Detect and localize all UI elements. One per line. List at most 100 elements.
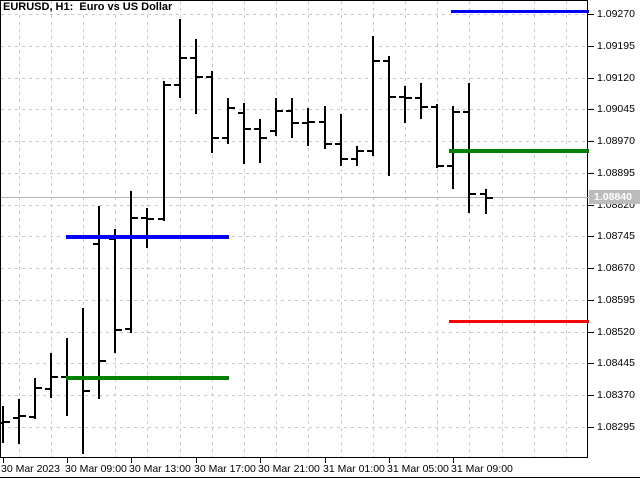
ohlc-bar: [324, 106, 326, 149]
time-label: 31 Mar 05:00: [387, 463, 449, 475]
price-label: 1.08370: [597, 389, 635, 401]
ohlc-bar: [211, 71, 213, 153]
grid-line-v: [405, 1, 406, 457]
ohlc-close-tick: [373, 60, 380, 62]
price-label: 1.09120: [597, 72, 635, 84]
ohlc-close-tick: [292, 122, 299, 124]
price-axis-tick: [588, 300, 594, 301]
time-axis[interactable]: 30 Mar 2023 30 Mar 09:00 30 Mar 13:00 30 Ma…: [0, 458, 640, 478]
hline-blue-solid-left[interactable]: [66, 235, 229, 239]
hline-green-right[interactable]: [449, 149, 589, 153]
ohlc-open-tick: [335, 143, 341, 145]
price-label: 1.08445: [597, 357, 635, 369]
hline-blue-top-right[interactable]: [451, 10, 589, 13]
ohlc-bar: [146, 208, 148, 248]
price-axis-tick: [588, 141, 594, 142]
bid-price-line: [1, 197, 589, 198]
price-axis-tick: [588, 236, 594, 237]
price-axis-tick: [588, 363, 594, 364]
price-label: 1.09270: [597, 8, 635, 20]
ohlc-close-tick: [212, 137, 219, 139]
ohlc-open-tick: [141, 217, 147, 219]
ohlc-open-tick: [383, 60, 389, 62]
time-label: 30 Mar 21:00: [258, 463, 320, 475]
grid-line-h: [1, 427, 589, 428]
price-axis-tick: [588, 395, 594, 396]
ohlc-open-tick: [367, 150, 373, 152]
grid-line-v: [180, 1, 181, 457]
ohlc-close-tick: [244, 128, 251, 130]
ohlc-close-tick: [196, 76, 203, 78]
ohlc-bar: [50, 353, 52, 398]
ohlc-bar: [452, 106, 454, 189]
ohlc-open-tick: [431, 106, 437, 108]
price-label: 1.08670: [597, 262, 635, 274]
grid-line-v: [534, 1, 535, 457]
ohlc-open-tick: [0, 422, 3, 424]
time-axis-tick: [325, 458, 326, 463]
ohlc-open-tick: [109, 238, 115, 240]
hline-green-left[interactable]: [66, 376, 229, 380]
ohlc-close-tick: [389, 96, 396, 98]
ohlc-bar: [275, 98, 277, 136]
price-axis[interactable]: 1.09270 1.09195 1.09120 1.09045 1.08970 1.088…: [588, 0, 640, 458]
price-label: 1.08520: [597, 326, 635, 338]
ohlc-open-tick: [463, 111, 469, 113]
ohlc-bar: [404, 86, 406, 123]
ohlc-open-tick: [29, 416, 35, 418]
ohlc-close-tick: [35, 387, 42, 389]
ohlc-open-tick: [286, 110, 292, 112]
price-label: 1.08745: [597, 230, 635, 242]
time-label: 30 Mar 09:00: [65, 463, 127, 475]
grid-line-h: [1, 332, 589, 333]
grid-line-v: [502, 1, 503, 457]
ohlc-bar: [18, 399, 20, 444]
grid-line-v: [437, 1, 438, 457]
ohlc-open-tick: [174, 84, 180, 86]
ohlc-bar: [372, 36, 374, 156]
time-label: 30 Mar 13:00: [129, 463, 191, 475]
ohlc-bar: [82, 308, 84, 454]
price-axis-tick: [588, 205, 594, 206]
grid-line-h: [1, 205, 589, 206]
ohlc-close-tick: [147, 218, 154, 220]
ohlc-open-tick: [447, 165, 453, 167]
ohlc-open-tick: [302, 122, 308, 124]
grid-line-v: [212, 1, 213, 457]
price-label: 1.08970: [597, 135, 635, 147]
price-label: 1.09195: [597, 40, 635, 52]
ohlc-bar: [163, 81, 165, 221]
grid-line-v: [276, 1, 277, 457]
time-axis-tick: [260, 458, 261, 463]
hline-red-right[interactable]: [449, 320, 589, 323]
ohlc-close-tick: [486, 197, 493, 199]
ohlc-open-tick: [61, 376, 67, 378]
ohlc-open-tick: [399, 96, 405, 98]
time-label: 30 Mar 17:00: [194, 463, 256, 475]
ohlc-close-tick: [421, 106, 428, 108]
time-axis-tick: [3, 458, 4, 463]
price-axis-tick: [588, 46, 594, 47]
ohlc-close-tick: [260, 137, 267, 139]
price-label: 1.09045: [597, 103, 635, 115]
grid-line-v: [566, 1, 567, 457]
grid-line-h: [1, 78, 589, 79]
chart-plot[interactable]: [0, 0, 589, 458]
grid-line-v: [83, 1, 84, 457]
ohlc-close-tick: [228, 107, 235, 109]
ohlc-open-tick: [222, 137, 228, 139]
ohlc-close-tick: [99, 360, 106, 362]
ohlc-bar: [227, 98, 229, 144]
ohlc-open-tick: [93, 243, 99, 245]
ohlc-close-tick: [115, 329, 122, 331]
hline-blue-dashed[interactable]: [66, 96, 229, 99]
price-axis-tick: [588, 332, 594, 333]
ohlc-bar: [114, 229, 116, 353]
window-bottom-border: [0, 477, 640, 478]
price-axis-tick: [588, 268, 594, 269]
bid-price-tag: 1.08840: [589, 190, 640, 204]
ohlc-bar: [388, 56, 390, 176]
grid-line-h: [1, 395, 589, 396]
ohlc-open-tick: [190, 57, 196, 59]
